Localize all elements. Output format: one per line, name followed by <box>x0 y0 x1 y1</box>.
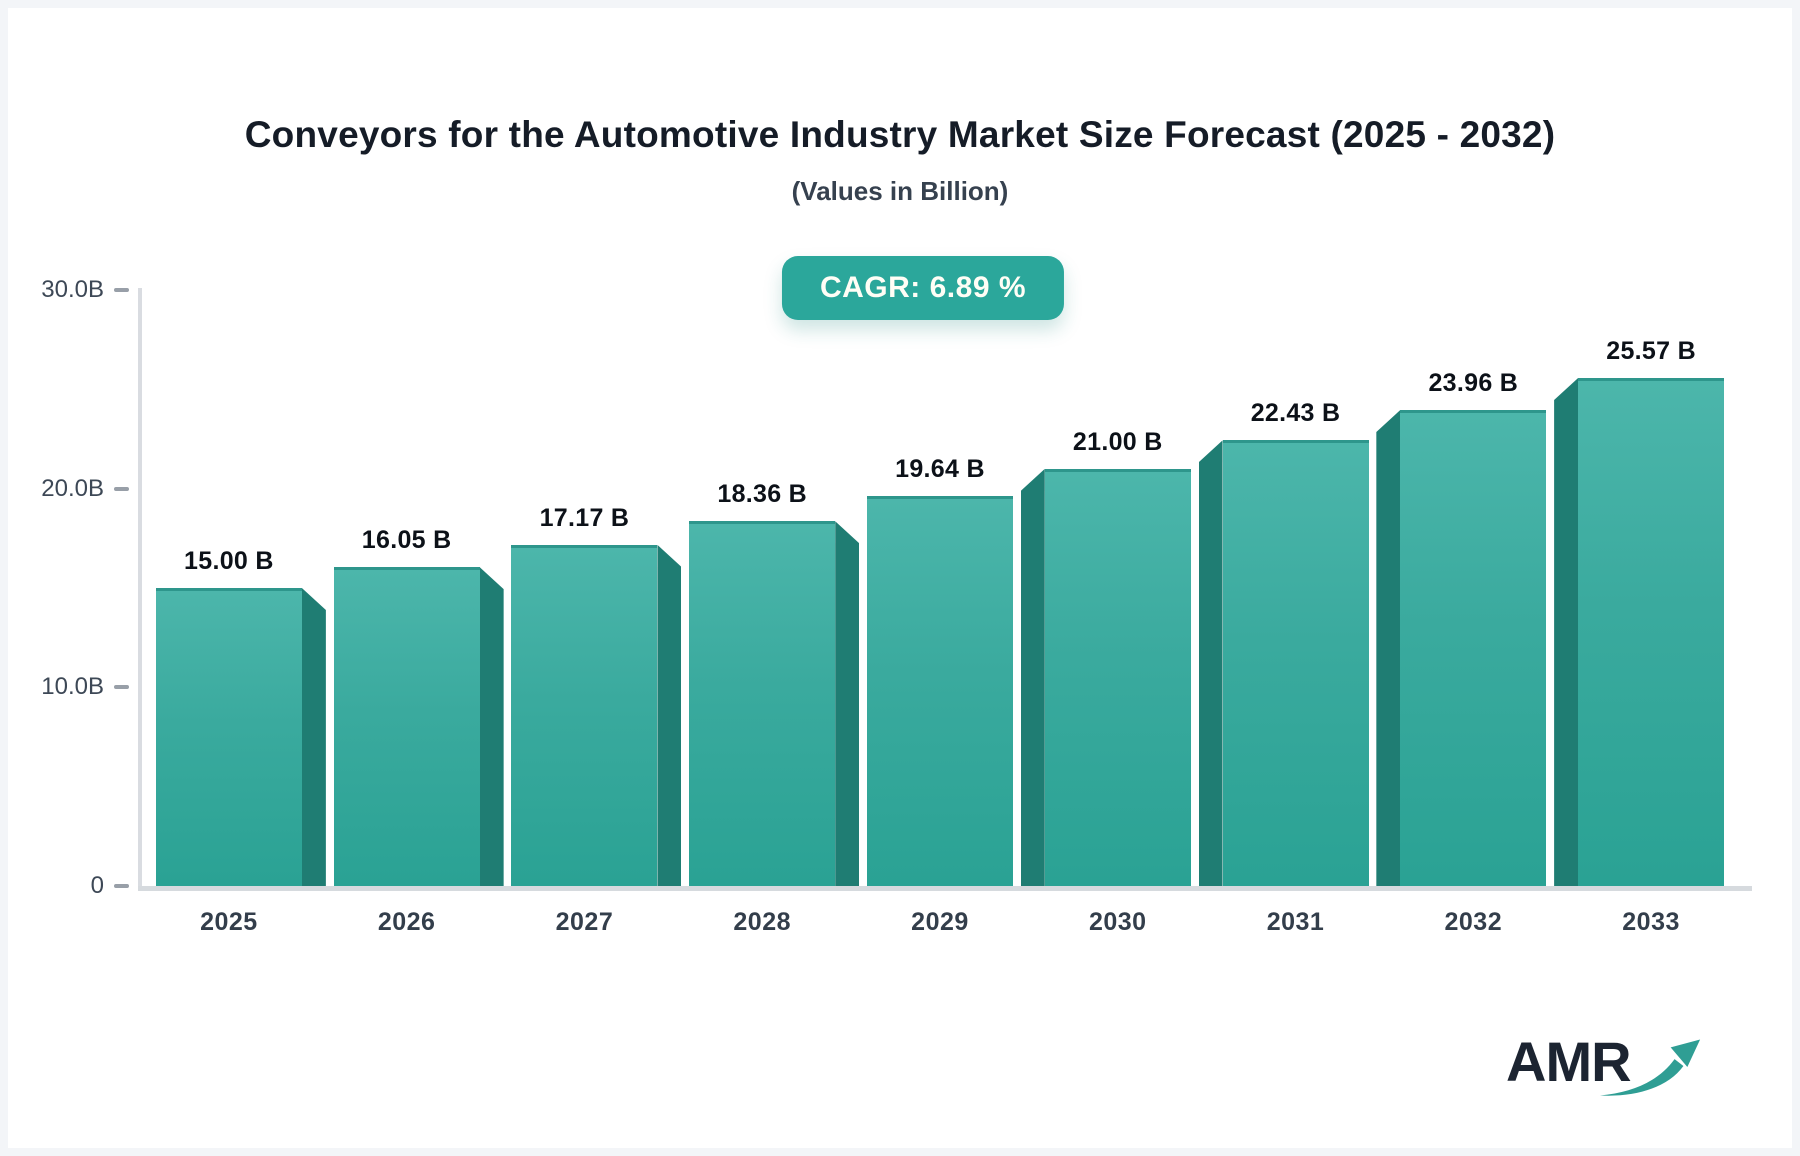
bar-side-2030 <box>1020 468 1045 886</box>
bar-value-label: 15.00 B <box>184 547 274 575</box>
bar-group-2029: 19.64 B <box>851 290 1029 886</box>
bar-group-2031: 22.43 B <box>1198 290 1385 886</box>
y-tick-dash <box>114 685 129 690</box>
bar-value-label: 25.57 B <box>1606 337 1696 366</box>
y-tick-label: 30.0B <box>41 276 104 303</box>
y-axis-line <box>138 288 142 889</box>
bar-value-label: 22.43 B <box>1250 399 1341 428</box>
bar-group-2025: 15.00 B <box>140 290 326 886</box>
amr-logo-text: AMR <box>1506 1030 1632 1093</box>
bar-group-2026: 16.05 B <box>318 290 504 886</box>
x-axis-labels: 2025 2026 2027 2028 2029 2030 2031 2032 2033 <box>140 908 1740 948</box>
bar-2025[interactable] <box>155 588 302 886</box>
bar-value-label: 16.05 B <box>361 526 452 555</box>
bar-2033[interactable] <box>1578 378 1725 886</box>
bar-value-label: 17.17 B <box>539 503 630 532</box>
y-tick-dash <box>114 884 129 888</box>
bar-group-2030: 21.00 B <box>1020 290 1207 886</box>
x-axis-label-2030: 2030 <box>1088 908 1147 936</box>
cagr-badge: CAGR: 6.89 % <box>781 256 1065 320</box>
bar-plot-area: 15.00 B 16.05 B 17.17 B 18.36 B 19.64 B 21.00… <box>140 290 1740 886</box>
bar-2030[interactable] <box>1044 468 1191 886</box>
x-axis-label-2025: 2025 <box>200 908 258 936</box>
bar-side-2026 <box>479 567 504 886</box>
x-axis-label-2033: 2033 <box>1622 908 1680 936</box>
x-axis-label-2031: 2031 <box>1266 908 1325 936</box>
bar-side-2031 <box>1198 440 1223 886</box>
growth-arrow-icon <box>1599 1039 1701 1096</box>
chart-card: Conveyors for the Automotive Industry Ma… <box>8 8 1792 1148</box>
bar-2031[interactable] <box>1222 440 1369 886</box>
bar-side-2033 <box>1554 378 1579 886</box>
x-axis-label-2028: 2028 <box>733 908 792 936</box>
x-axis-label-2032: 2032 <box>1444 908 1503 936</box>
bar-2026[interactable] <box>333 567 480 886</box>
x-axis-label-2029: 2029 <box>911 908 969 936</box>
bar-group-2027: 17.17 B <box>496 290 682 886</box>
chart-title: Conveyors for the Automotive Industry Ma… <box>244 114 1556 155</box>
bar-2029[interactable] <box>866 495 1013 886</box>
bar-side-2025 <box>301 588 326 886</box>
bar-2028[interactable] <box>689 521 836 886</box>
bar-group-2032: 23.96 B <box>1376 290 1562 886</box>
bar-side-2032 <box>1376 410 1401 886</box>
bar-value-label: 23.96 B <box>1428 369 1519 397</box>
x-axis-label-2027: 2027 <box>555 908 614 936</box>
bar-value-label: 18.36 B <box>717 480 808 509</box>
bar-side-2028 <box>835 521 860 886</box>
y-tick-dash <box>114 288 129 292</box>
bar-value-label: 19.64 B <box>895 454 985 483</box>
chart-subtitle: (Values in Billion) <box>791 176 1009 206</box>
y-tick-dash <box>114 486 129 491</box>
x-axis-label-2026: 2026 <box>377 908 436 936</box>
bar-2032[interactable] <box>1400 410 1547 886</box>
y-tick-label: 20.0B <box>41 474 104 502</box>
bar-group-2033: 25.57 B <box>1554 290 1740 886</box>
y-tick-label: 0 <box>90 872 104 899</box>
bar-value-label: 21.00 B <box>1072 427 1163 456</box>
bar-2027[interactable] <box>511 544 658 886</box>
bar-side-2027 <box>657 544 682 886</box>
y-tick-label: 10.0B <box>41 673 104 701</box>
amr-logo: AMR <box>1506 1022 1706 1102</box>
bar-group-2028: 18.36 B <box>673 290 860 886</box>
x-axis-line <box>138 886 1752 891</box>
